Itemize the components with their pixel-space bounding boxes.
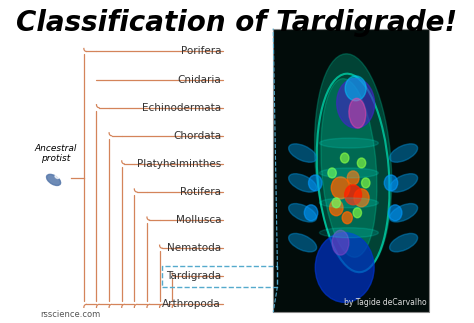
Text: Cnidaria: Cnidaria: [177, 75, 221, 85]
Ellipse shape: [345, 76, 366, 101]
Ellipse shape: [349, 98, 366, 128]
Circle shape: [340, 153, 349, 163]
Circle shape: [347, 171, 359, 185]
Ellipse shape: [319, 198, 378, 208]
Ellipse shape: [390, 203, 418, 222]
Text: Ancestral
protist: Ancestral protist: [35, 144, 77, 163]
Ellipse shape: [289, 174, 317, 192]
Bar: [273, 28, 429, 312]
Text: Platyhelminthes: Platyhelminthes: [137, 159, 221, 169]
Circle shape: [304, 205, 318, 221]
Ellipse shape: [319, 168, 378, 178]
Circle shape: [384, 175, 398, 191]
Text: by Tagide deCarvalho: by Tagide deCarvalho: [344, 298, 426, 307]
Circle shape: [331, 177, 350, 199]
Circle shape: [354, 189, 369, 207]
Ellipse shape: [332, 230, 349, 255]
Text: rsscience.com: rsscience.com: [40, 310, 100, 319]
Ellipse shape: [319, 228, 378, 238]
Circle shape: [332, 198, 340, 208]
Text: Chordata: Chordata: [173, 131, 221, 141]
Circle shape: [309, 175, 322, 191]
Ellipse shape: [337, 78, 374, 128]
Circle shape: [362, 178, 370, 188]
Text: Classification of Tardigrade!: Classification of Tardigrade!: [17, 9, 457, 36]
Ellipse shape: [315, 54, 392, 272]
Ellipse shape: [289, 144, 317, 162]
Ellipse shape: [315, 233, 374, 302]
Ellipse shape: [390, 174, 418, 192]
Text: Nematoda: Nematoda: [167, 243, 221, 253]
Circle shape: [357, 158, 366, 168]
Text: Echinodermata: Echinodermata: [142, 103, 221, 113]
Text: Mollusca: Mollusca: [175, 215, 221, 225]
Ellipse shape: [390, 234, 418, 252]
Circle shape: [329, 200, 343, 216]
Text: Porifera: Porifera: [181, 47, 221, 57]
Ellipse shape: [321, 79, 377, 257]
Circle shape: [342, 212, 352, 224]
Circle shape: [353, 208, 362, 218]
Circle shape: [345, 185, 362, 205]
Text: Rotifera: Rotifera: [180, 187, 221, 197]
Ellipse shape: [289, 203, 317, 222]
Ellipse shape: [289, 234, 317, 252]
Ellipse shape: [390, 144, 418, 162]
Ellipse shape: [46, 174, 61, 185]
Circle shape: [389, 205, 402, 221]
Circle shape: [328, 168, 336, 178]
Ellipse shape: [319, 138, 378, 148]
Ellipse shape: [55, 175, 59, 179]
Text: Tardigrada: Tardigrada: [166, 271, 221, 281]
Text: Arthropoda: Arthropoda: [162, 299, 221, 309]
